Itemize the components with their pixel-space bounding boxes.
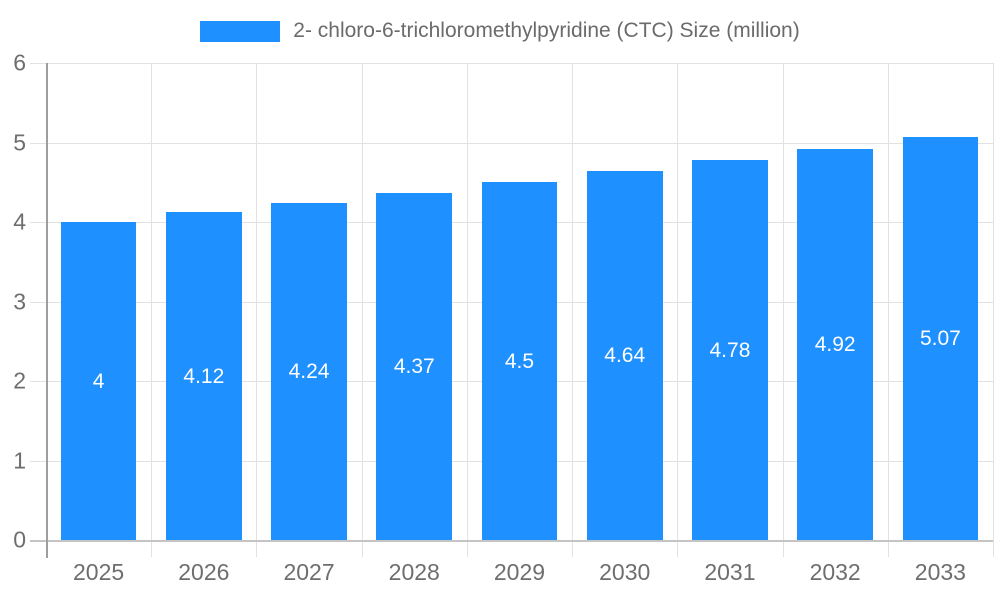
y-axis-tick-label: 4 [13,208,26,235]
legend-label: 2- chloro-6-trichloromethylpyridine (CTC… [293,19,800,42]
gridline-horizontal [30,142,993,144]
x-axis-tick-label: 2025 [73,559,125,585]
x-axis-tick [256,540,258,557]
y-axis-tick-label: 2 [13,367,26,394]
bar-value-label: 4.64 [604,344,646,368]
x-axis-tick-label: 2031 [704,559,756,585]
bar-2031[interactable]: 4.78 [692,160,768,540]
gridline-vertical [677,63,679,540]
x-axis-tick [572,540,574,557]
x-axis-tick-label: 2029 [493,559,546,585]
x-axis-tick [887,540,889,557]
y-axis-tick-label: 5 [13,129,26,155]
bar-value-label: 5.07 [919,326,961,350]
gridline-vertical [782,63,784,540]
x-axis-tick [677,540,679,557]
gridline-vertical [151,63,153,540]
legend: 2- chloro-6-trichloromethylpyridine (CTC… [0,19,1000,43]
bar-2027[interactable]: 4.24 [271,202,347,540]
x-axis-tick-label: 2030 [599,559,651,585]
x-axis-tick [361,540,363,557]
x-axis-line [30,540,993,542]
bar-2028[interactable]: 4.37 [376,192,453,540]
x-axis-tick [466,540,468,557]
bar-2029[interactable]: 4.5 [481,182,558,540]
bar-2026[interactable]: 4.12 [165,212,242,540]
x-axis-tick-label: 2026 [178,559,230,585]
y-axis-tick-label: 3 [13,288,26,314]
gridline-vertical [993,63,994,540]
y-axis-tick-label: 0 [13,526,26,553]
bar-value-label: 4.37 [393,354,435,378]
x-axis-tick-label: 2032 [809,559,861,585]
x-axis-tick [151,540,153,557]
gridline-vertical [256,63,258,540]
x-axis-tick-label: 2028 [388,559,440,585]
gridline-vertical [361,63,363,540]
gridline-vertical [572,63,574,540]
bar-value-label: 4.5 [504,349,535,373]
y-axis-line [46,63,48,558]
legend-swatch-icon [200,20,281,42]
plot-area: 0 1 2 3 4 5 6 4 2025 4.12 2026 4.24 2027 4.37 2028 4.5 2… [13,51,994,585]
bar-2032[interactable]: 4.92 [797,148,874,540]
y-axis-tick-label: 6 [13,49,26,76]
bar-value-label: 4.78 [709,338,751,362]
bar-2030[interactable]: 4.64 [586,171,663,540]
gridline-vertical [466,63,468,540]
x-axis-tick-label: 2027 [283,559,335,585]
bar-2033[interactable]: 5.07 [902,136,979,540]
x-axis-tick [993,540,994,557]
bar-value-label: 4.24 [288,359,330,383]
legend-item[interactable]: 2- chloro-6-trichloromethylpyridine (CTC… [200,19,800,43]
bar-value-label: 4.12 [183,364,225,388]
bar-value-label: 4.92 [814,332,856,356]
x-axis-tick [782,540,784,557]
y-axis-tick-label: 1 [13,447,26,473]
gridline-horizontal [30,63,993,64]
gridline-vertical [887,63,889,540]
bar-2025[interactable]: 4 [60,222,137,540]
bar-value-label: 4 [92,369,105,393]
x-axis-tick-label: 2033 [914,559,966,585]
